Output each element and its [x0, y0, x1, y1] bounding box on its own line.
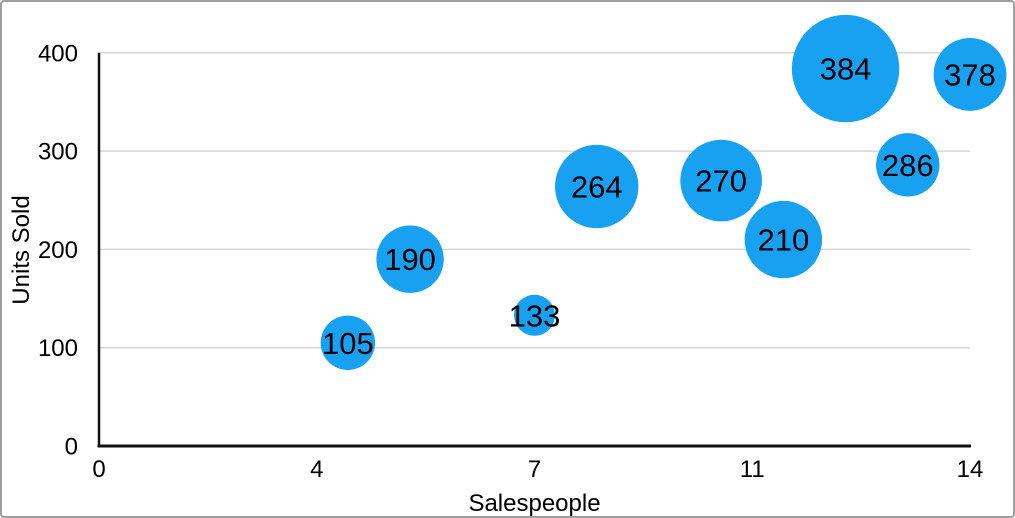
x-tick-label: 7	[528, 456, 541, 483]
x-tick-label: 4	[310, 456, 323, 483]
y-tick-label: 100	[38, 335, 78, 362]
x-tick-label: 11	[740, 456, 765, 483]
bubble-group: 378	[933, 38, 1007, 111]
x-tick-label: 0	[92, 456, 105, 483]
bubble[interactable]	[791, 14, 900, 123]
bubble[interactable]	[514, 294, 555, 336]
bubble[interactable]	[876, 133, 940, 197]
bubble[interactable]	[680, 139, 762, 222]
bubble-group: 190	[376, 225, 444, 293]
bubble[interactable]	[933, 38, 1007, 111]
x-axis-title: Salespeople	[468, 490, 600, 517]
bubble-group: 264	[555, 144, 639, 229]
bubble[interactable]	[555, 144, 639, 229]
bubble-label: 264	[571, 169, 623, 204]
bubble-label: 384	[820, 52, 872, 87]
bubble-group: 133	[509, 294, 561, 336]
x-tick-label: 14	[957, 456, 984, 483]
y-tick-label: 0	[65, 434, 78, 461]
y-tick-label: 400	[38, 40, 78, 67]
bubble-label: 270	[695, 164, 747, 199]
bubble-label: 190	[384, 242, 436, 277]
y-tick-label: 300	[38, 139, 78, 166]
bubble-label: 210	[757, 223, 809, 258]
bubble-label: 286	[882, 148, 934, 183]
bubble-group: 286	[876, 133, 940, 197]
bubble-group: 270	[680, 139, 762, 222]
bubble-label: 133	[509, 298, 561, 333]
bubble-group: 105	[320, 315, 376, 370]
y-tick-label: 200	[38, 237, 78, 264]
bubble-label: 105	[322, 326, 374, 361]
bubble[interactable]	[376, 225, 444, 293]
bubble[interactable]	[320, 315, 376, 370]
bubble-group: 384	[791, 14, 900, 123]
bubble[interactable]	[744, 200, 823, 279]
bubble-group: 210	[744, 200, 823, 279]
y-axis-title: Units Sold	[8, 195, 35, 304]
bubble-label: 378	[944, 57, 996, 92]
